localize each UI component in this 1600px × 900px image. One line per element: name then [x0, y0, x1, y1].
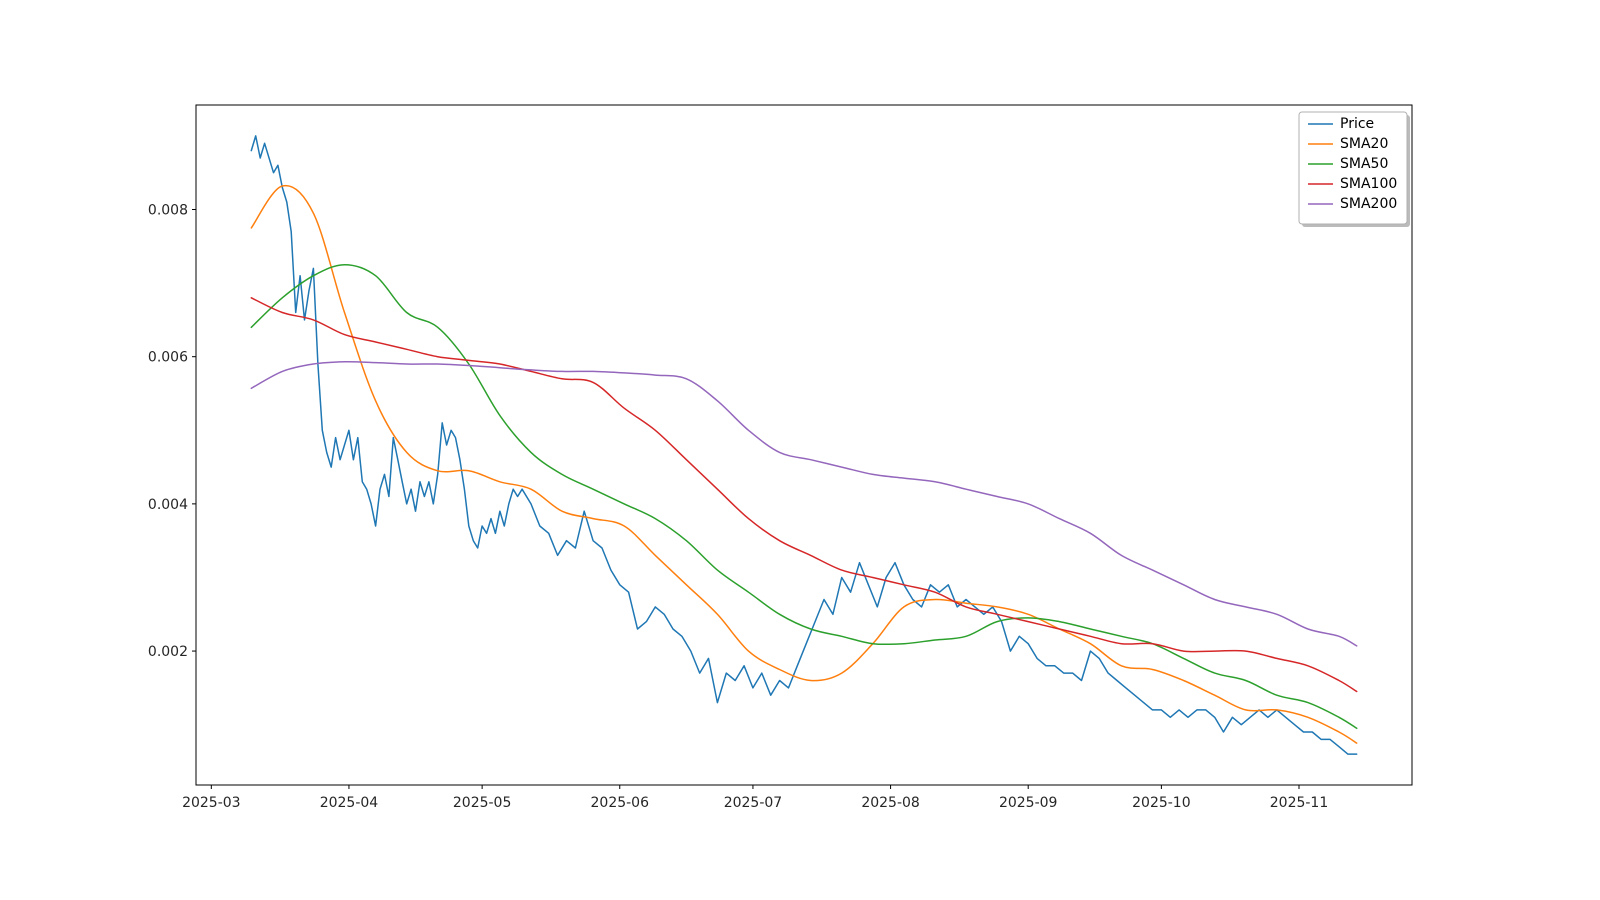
legend-label-sma200: SMA200: [1340, 196, 1397, 212]
y-tick-label: 0.004: [148, 497, 188, 513]
x-tick-label: 2025-04: [320, 795, 379, 811]
x-tick-label: 2025-09: [999, 795, 1058, 811]
x-tick-label: 2025-06: [591, 795, 650, 811]
sma50-line: [250, 263, 1358, 730]
x-tick-label: 2025-07: [724, 795, 783, 811]
x-tick-label: 2025-05: [453, 795, 512, 811]
price-line: [250, 135, 1358, 755]
legend-box: [1298, 111, 1408, 225]
x-tick-label: 2025-03: [182, 795, 241, 811]
sma20-line: [250, 184, 1358, 744]
legend-label-price: Price: [1340, 116, 1374, 132]
sma100-line: [250, 297, 1358, 693]
y-tick-label: 0.002: [148, 644, 188, 660]
y-tick-label: 0.006: [148, 350, 188, 366]
plot-area: [195, 104, 1413, 786]
legend-label-sma20: SMA20: [1340, 136, 1388, 152]
legend-label-sma50: SMA50: [1340, 156, 1388, 172]
x-tick-label: 2025-11: [1270, 795, 1329, 811]
x-tick-label: 2025-10: [1132, 795, 1191, 811]
sma200-line: [250, 361, 1358, 647]
legend-label-sma100: SMA100: [1340, 176, 1397, 192]
x-tick-label: 2025-08: [861, 795, 920, 811]
y-tick-label: 0.008: [148, 203, 188, 219]
